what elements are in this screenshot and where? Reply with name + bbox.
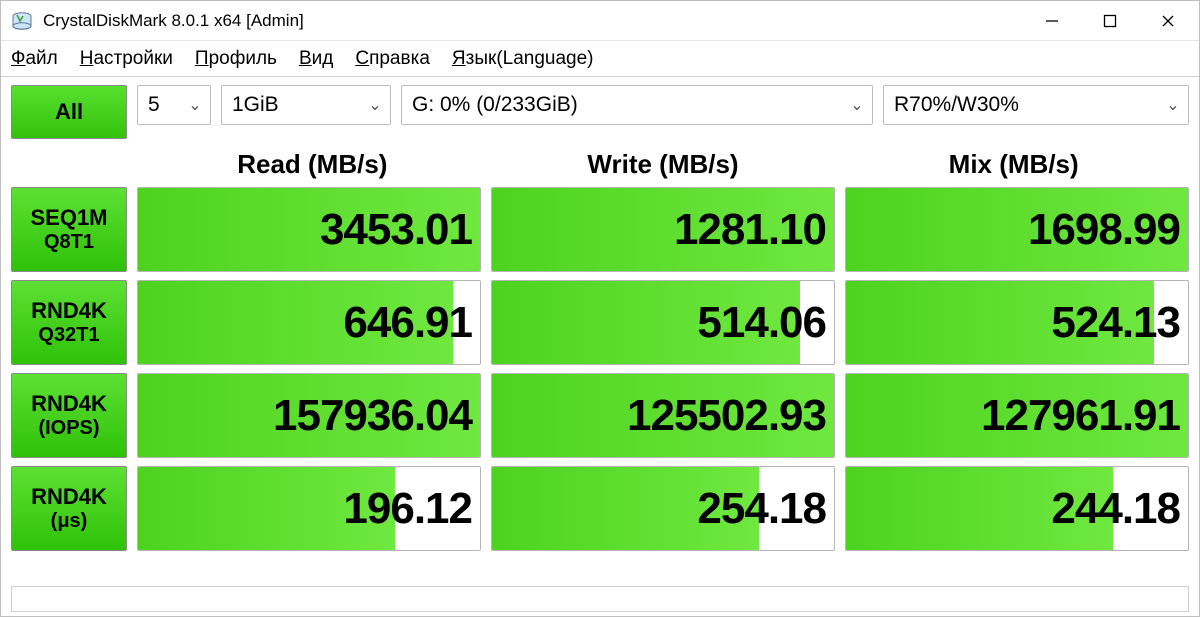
result-cell-mix: 1698.99 <box>845 187 1189 272</box>
result-cell-read: 157936.04 <box>137 373 481 458</box>
menu-file[interactable]: Файл <box>11 48 58 70</box>
result-row: RND4K (IOPS) 157936.04 125502.93 127961.… <box>11 373 1189 458</box>
test-button-rnd4k-iops[interactable]: RND4K (IOPS) <box>11 373 127 458</box>
drive-value: G: 0% (0/233GiB) <box>412 93 578 117</box>
chevron-down-icon: ⌄ <box>846 95 868 115</box>
result-value: 125502.93 <box>627 391 826 441</box>
result-row: RND4K (μs) 196.12 254.18 244.18 <box>11 466 1189 551</box>
test-button-rnd4k-latency[interactable]: RND4K (μs) <box>11 466 127 551</box>
result-cell-write: 254.18 <box>491 466 835 551</box>
app-window: CrystalDiskMark 8.0.1 x64 [Admin] Файл Н… <box>0 0 1200 617</box>
header-write: Write (MB/s) <box>488 149 839 180</box>
result-value: 196.12 <box>343 484 472 534</box>
close-button[interactable] <box>1139 2 1197 40</box>
size-value: 1GiB <box>232 93 279 117</box>
window-title: CrystalDiskMark 8.0.1 x64 [Admin] <box>43 11 1023 31</box>
result-cell-write: 1281.10 <box>491 187 835 272</box>
menu-bar: Файл Настройки Профиль Вид Справка Язык(… <box>1 41 1199 77</box>
result-cell-write: 125502.93 <box>491 373 835 458</box>
content-area: All 5 ⌄ 1GiB ⌄ G: 0% (0/233GiB) ⌄ R70%/W… <box>1 77 1199 616</box>
status-bar <box>11 586 1189 612</box>
result-row: SEQ1M Q8T1 3453.01 1281.10 1698.99 <box>11 187 1189 272</box>
result-value: 254.18 <box>697 484 826 534</box>
profile-value: R70%/W30% <box>894 93 1019 117</box>
minimize-button[interactable] <box>1023 2 1081 40</box>
menu-profile[interactable]: Профиль <box>195 48 277 70</box>
test-button-rnd4k-q32t1[interactable]: RND4K Q32T1 <box>11 280 127 365</box>
drive-select[interactable]: G: 0% (0/233GiB) ⌄ <box>401 85 873 125</box>
result-cell-mix: 524.13 <box>845 280 1189 365</box>
size-select[interactable]: 1GiB ⌄ <box>221 85 391 125</box>
test-button-seq1m-q8t1[interactable]: SEQ1M Q8T1 <box>11 187 127 272</box>
result-value: 157936.04 <box>273 391 472 441</box>
header-read: Read (MB/s) <box>137 149 488 180</box>
run-all-button[interactable]: All <box>11 85 127 139</box>
config-row: All 5 ⌄ 1GiB ⌄ G: 0% (0/233GiB) ⌄ R70%/W… <box>11 85 1189 139</box>
result-value: 1698.99 <box>1028 205 1180 255</box>
result-cell-read: 3453.01 <box>137 187 481 272</box>
result-cell-write: 514.06 <box>491 280 835 365</box>
menu-help[interactable]: Справка <box>355 48 430 70</box>
result-value: 3453.01 <box>320 205 472 255</box>
header-mix: Mix (MB/s) <box>838 149 1189 180</box>
result-value: 524.13 <box>1051 298 1180 348</box>
column-headers: Read (MB/s) Write (MB/s) Mix (MB/s) <box>11 141 1189 187</box>
result-value: 244.18 <box>1051 484 1180 534</box>
result-row: RND4K Q32T1 646.91 514.06 524.13 <box>11 280 1189 365</box>
title-bar: CrystalDiskMark 8.0.1 x64 [Admin] <box>1 1 1199 41</box>
profile-select[interactable]: R70%/W30% ⌄ <box>883 85 1189 125</box>
result-value: 514.06 <box>697 298 826 348</box>
app-icon <box>11 10 33 32</box>
result-cell-read: 196.12 <box>137 466 481 551</box>
result-value: 127961.91 <box>981 391 1180 441</box>
chevron-down-icon: ⌄ <box>184 95 206 115</box>
menu-view[interactable]: Вид <box>299 48 333 70</box>
chevron-down-icon: ⌄ <box>1162 95 1184 115</box>
chevron-down-icon: ⌄ <box>364 95 386 115</box>
menu-settings[interactable]: Настройки <box>80 48 173 70</box>
maximize-button[interactable] <box>1081 2 1139 40</box>
result-cell-mix: 127961.91 <box>845 373 1189 458</box>
result-value: 1281.10 <box>674 205 826 255</box>
result-cell-mix: 244.18 <box>845 466 1189 551</box>
result-value: 646.91 <box>343 298 472 348</box>
menu-language[interactable]: Язык(Language) <box>452 48 594 70</box>
loops-select[interactable]: 5 ⌄ <box>137 85 211 125</box>
result-cell-read: 646.91 <box>137 280 481 365</box>
loops-value: 5 <box>148 93 160 117</box>
